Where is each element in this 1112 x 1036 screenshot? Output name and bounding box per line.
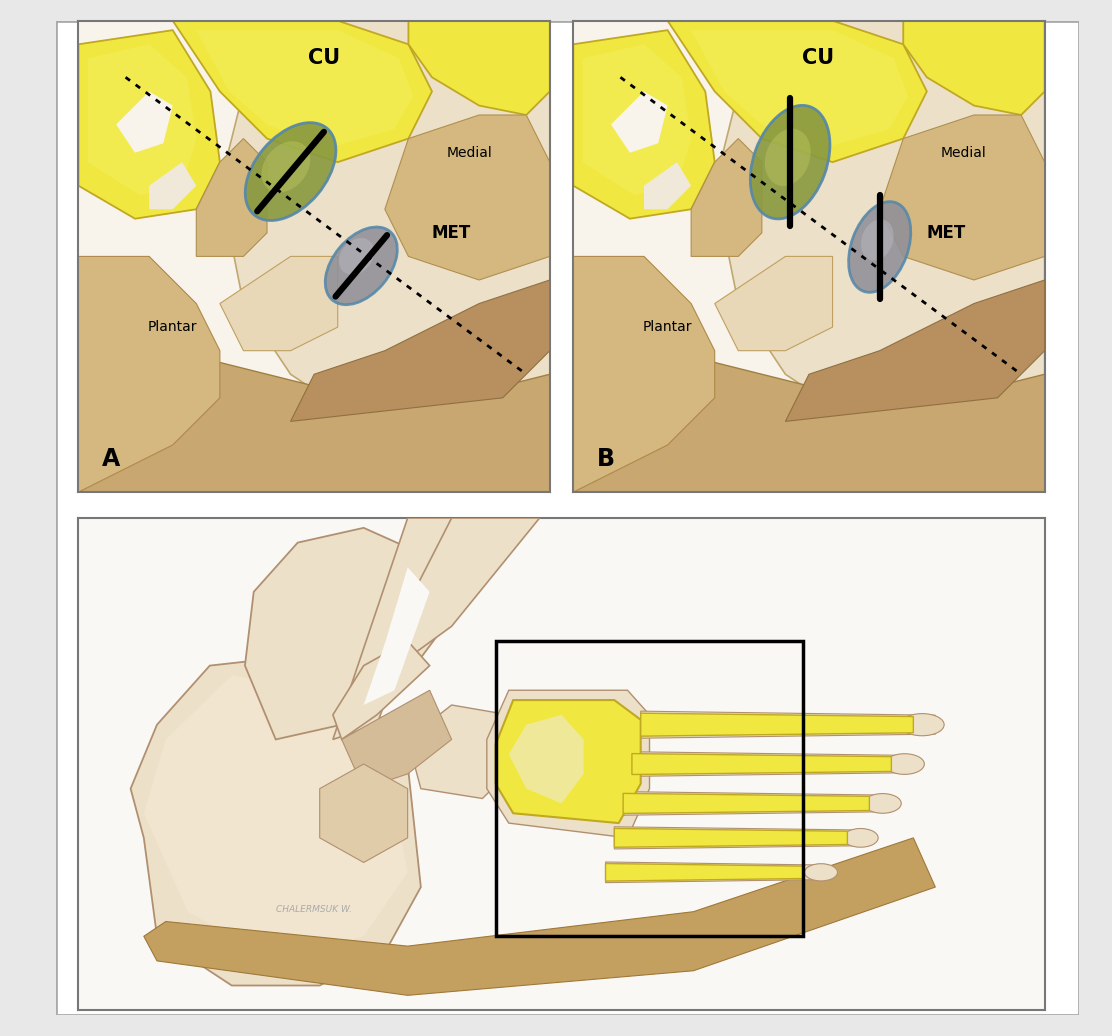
Ellipse shape — [751, 106, 830, 219]
Polygon shape — [149, 162, 197, 209]
Polygon shape — [574, 256, 715, 492]
Polygon shape — [641, 711, 935, 739]
Ellipse shape — [885, 754, 924, 774]
Polygon shape — [385, 115, 549, 280]
Polygon shape — [606, 862, 825, 883]
Text: CHALERMSUK W.: CHALERMSUK W. — [276, 904, 351, 914]
Polygon shape — [130, 656, 420, 985]
Polygon shape — [197, 30, 414, 148]
Text: MET: MET — [431, 224, 471, 241]
Text: CU: CU — [308, 49, 339, 68]
Polygon shape — [606, 864, 804, 881]
Polygon shape — [692, 139, 762, 256]
Polygon shape — [116, 91, 172, 152]
Polygon shape — [614, 827, 870, 848]
Polygon shape — [364, 567, 429, 704]
Polygon shape — [197, 139, 267, 256]
Polygon shape — [408, 704, 517, 799]
Polygon shape — [88, 45, 197, 195]
Polygon shape — [880, 115, 1044, 280]
Polygon shape — [79, 21, 549, 492]
Polygon shape — [632, 752, 913, 776]
Polygon shape — [583, 45, 692, 195]
Polygon shape — [79, 350, 549, 492]
Polygon shape — [332, 518, 451, 740]
Text: Medial: Medial — [941, 146, 986, 160]
Polygon shape — [641, 713, 913, 737]
Ellipse shape — [804, 864, 837, 881]
Polygon shape — [79, 256, 220, 492]
Polygon shape — [245, 527, 451, 740]
Ellipse shape — [861, 220, 894, 260]
Polygon shape — [172, 21, 431, 162]
Ellipse shape — [261, 141, 310, 193]
Polygon shape — [79, 30, 220, 219]
Polygon shape — [610, 91, 667, 152]
Text: Plantar: Plantar — [148, 320, 198, 335]
Polygon shape — [487, 690, 649, 838]
Ellipse shape — [765, 128, 811, 186]
Polygon shape — [408, 21, 549, 115]
Polygon shape — [496, 700, 641, 823]
Polygon shape — [785, 280, 1044, 422]
Text: Medial: Medial — [446, 146, 492, 160]
Polygon shape — [632, 753, 892, 775]
Polygon shape — [220, 256, 338, 350]
Polygon shape — [143, 838, 935, 996]
Polygon shape — [667, 21, 926, 162]
Polygon shape — [320, 764, 408, 862]
Polygon shape — [623, 792, 892, 815]
Polygon shape — [667, 21, 1044, 445]
Text: Plantar: Plantar — [643, 320, 693, 335]
Polygon shape — [903, 21, 1044, 115]
Polygon shape — [290, 280, 549, 422]
Text: CU: CU — [803, 49, 834, 68]
Ellipse shape — [848, 202, 911, 292]
Ellipse shape — [901, 714, 944, 736]
Polygon shape — [715, 256, 833, 350]
Polygon shape — [574, 21, 1044, 492]
Text: A: A — [102, 448, 120, 471]
Polygon shape — [143, 675, 408, 961]
Ellipse shape — [864, 794, 901, 813]
Bar — [496, 641, 804, 937]
Ellipse shape — [246, 122, 336, 221]
Polygon shape — [644, 162, 692, 209]
Text: B: B — [597, 448, 615, 471]
Ellipse shape — [339, 238, 374, 275]
Polygon shape — [623, 794, 870, 813]
Polygon shape — [341, 690, 451, 788]
Polygon shape — [574, 30, 715, 219]
Polygon shape — [364, 518, 539, 690]
Ellipse shape — [325, 227, 397, 305]
Polygon shape — [332, 641, 429, 740]
Text: MET: MET — [926, 224, 966, 241]
Polygon shape — [509, 715, 584, 804]
Polygon shape — [574, 350, 1044, 492]
Polygon shape — [692, 30, 909, 148]
Polygon shape — [614, 829, 847, 847]
Polygon shape — [172, 21, 549, 445]
Ellipse shape — [843, 829, 878, 847]
